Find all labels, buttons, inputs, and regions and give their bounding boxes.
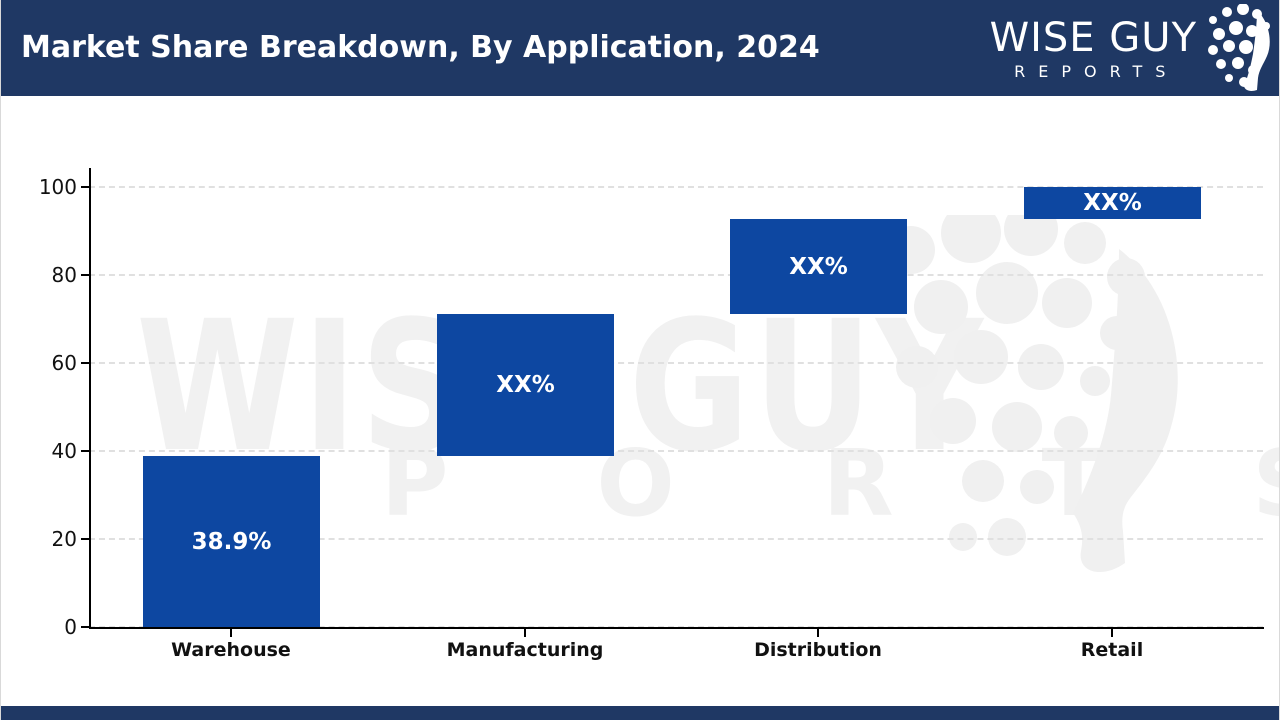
x-label-distribution: Distribution (754, 639, 882, 661)
x-label-retail: Retail (1080, 639, 1144, 661)
gridline-100 (89, 186, 1263, 188)
bar-manufacturing: XX% (437, 314, 614, 456)
bar-value-label: XX% (1083, 190, 1142, 216)
logo-wordmark: WISE GUY (989, 15, 1197, 61)
y-tick-label: 100 (38, 175, 77, 199)
watermark-head-icon (887, 215, 1178, 573)
chart-title: Market Share Breakdown, By Application, … (21, 30, 820, 65)
y-tick (81, 186, 89, 188)
y-tick-label: 0 (64, 615, 77, 639)
gridline-60 (89, 362, 1263, 364)
y-tick (81, 450, 89, 452)
y-tick (81, 538, 89, 540)
y-tick-label: 20 (51, 527, 77, 551)
gridline-20 (89, 538, 1263, 540)
x-tick (817, 629, 819, 637)
bar-value-label: XX% (789, 253, 848, 280)
bar-retail: XX% (1024, 187, 1201, 219)
y-tick-label: 40 (51, 439, 77, 463)
y-tick (81, 626, 89, 628)
y-tick (81, 274, 89, 276)
logo-tagline: REPORTS (1014, 62, 1179, 81)
bar-warehouse: 38.9% (143, 456, 320, 627)
x-label-warehouse: Warehouse (171, 639, 291, 661)
x-tick (524, 629, 526, 637)
x-label-manufacturing: Manufacturing (446, 639, 604, 661)
gridline-80 (89, 274, 1263, 276)
y-tick-label: 60 (51, 351, 77, 375)
y-axis-line (89, 168, 91, 629)
y-tick-label: 80 (51, 263, 77, 287)
wise-guy-logo: WISE GUY REPORTS (990, 4, 1271, 92)
x-tick (230, 629, 232, 637)
logo-head-icon (1208, 4, 1270, 91)
x-axis-line (89, 627, 1264, 629)
logo-text: WISE GUY REPORTS (990, 15, 1197, 81)
gridline-40 (89, 450, 1263, 452)
x-tick (1111, 629, 1113, 637)
bar-value-label: XX% (496, 372, 555, 398)
y-tick (81, 362, 89, 364)
bar-distribution: XX% (730, 219, 907, 314)
header-bar: Market Share Breakdown, By Application, … (1, 0, 1279, 96)
bar-value-label: 38.9% (191, 528, 272, 555)
footer-bar (1, 706, 1279, 720)
